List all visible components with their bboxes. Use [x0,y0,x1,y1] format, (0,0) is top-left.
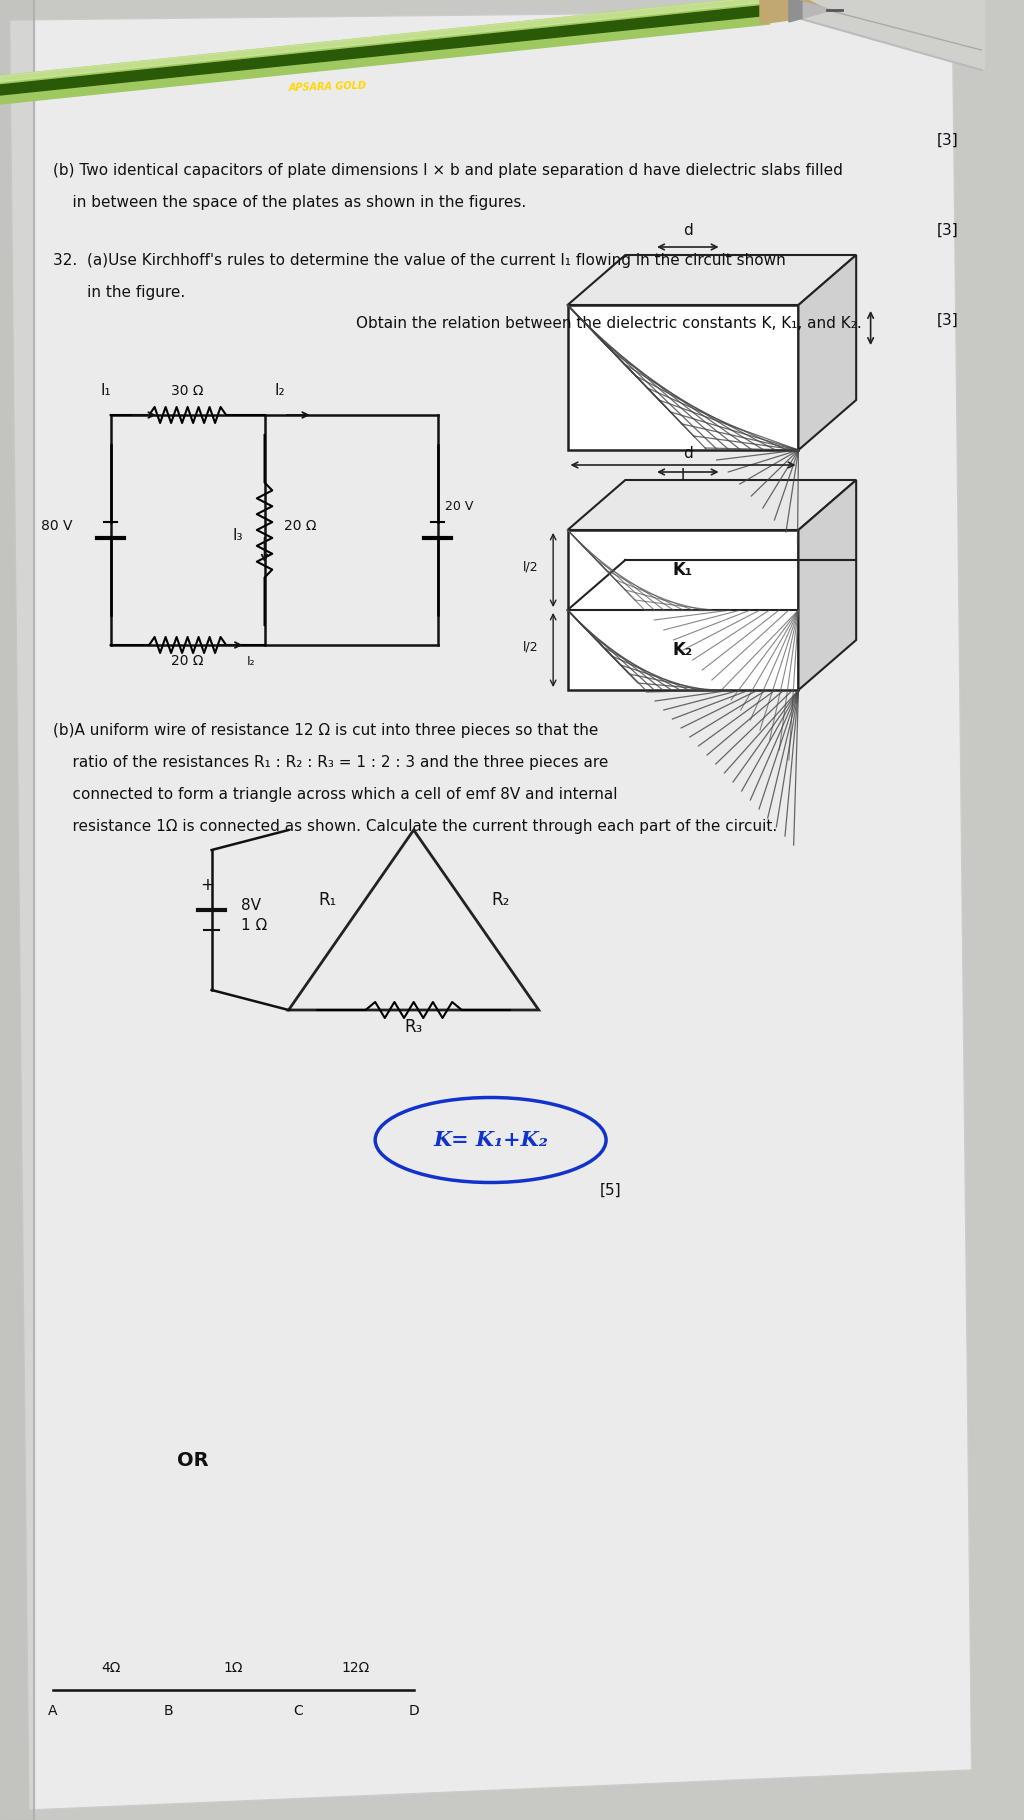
Polygon shape [567,530,799,690]
Text: in between the space of the plates as shown in the figures.: in between the space of the plates as sh… [53,195,526,209]
Text: 4Ω: 4Ω [101,1662,120,1674]
Text: connected to form a triangle across which a cell of emf 8V and internal: connected to form a triangle across whic… [53,786,617,801]
Text: [3]: [3] [937,222,958,237]
Polygon shape [770,0,985,69]
Text: l/2: l/2 [523,641,539,653]
Text: I₃: I₃ [232,528,244,542]
Text: 1 Ω: 1 Ω [241,917,267,934]
Polygon shape [760,0,827,24]
Text: 8V: 8V [241,897,260,914]
Text: 1Ω: 1Ω [223,1662,243,1674]
Text: D: D [409,1704,419,1718]
Polygon shape [9,9,972,1811]
Text: I₁: I₁ [100,382,112,399]
Text: R₂: R₂ [492,892,509,908]
Polygon shape [799,255,856,450]
Text: (b)A uniform wire of resistance 12 Ω is cut into three pieces so that the: (b)A uniform wire of resistance 12 Ω is … [53,723,598,737]
Text: (b) Two identical capacitors of plate dimensions l × b and plate separation d ha: (b) Two identical capacitors of plate di… [53,162,843,178]
Text: I₂: I₂ [247,655,255,668]
Text: in the figure.: in the figure. [53,284,185,300]
Polygon shape [0,0,34,1820]
Polygon shape [0,0,770,104]
Polygon shape [0,0,770,82]
Text: APSARA GOLD: APSARA GOLD [289,80,367,93]
Text: 80 V: 80 V [41,519,72,533]
Polygon shape [803,2,833,18]
Text: R₃: R₃ [404,1017,423,1036]
Polygon shape [0,5,770,95]
Text: R₁: R₁ [318,892,336,908]
Polygon shape [567,255,856,306]
Text: 30 Ω: 30 Ω [171,384,204,399]
Text: A: A [48,1704,57,1718]
Text: ratio of the resistances R₁ : R₂ : R₃ = 1 : 2 : 3 and the three pieces are: ratio of the resistances R₁ : R₂ : R₃ = … [53,755,608,770]
Text: d: d [683,224,692,238]
Text: 32.  (a)Use Kirchhoff's rules to determine the value of the current I₁ flowing i: 32. (a)Use Kirchhoff's rules to determin… [53,253,785,268]
Text: 12Ω: 12Ω [342,1662,370,1674]
Polygon shape [788,0,803,22]
Text: l: l [681,468,685,482]
Text: C: C [293,1704,303,1718]
Polygon shape [567,480,856,530]
Text: 20 V: 20 V [445,501,474,513]
Text: resistance 1Ω is connected as shown. Calculate the current through each part of : resistance 1Ω is connected as shown. Cal… [53,819,777,834]
Text: +: + [200,875,214,894]
Polygon shape [567,306,799,450]
Text: K₂: K₂ [673,641,693,659]
Text: l/2: l/2 [523,561,539,573]
Text: K= K₁+K₂: K= K₁+K₂ [433,1130,548,1150]
Text: Obtain the relation between the dielectric constants K, K₁, and K₂.: Obtain the relation between the dielectr… [356,317,861,331]
Text: d: d [683,446,692,460]
Text: OR: OR [176,1451,208,1469]
Text: [5]: [5] [600,1183,622,1198]
Text: B: B [164,1704,173,1718]
Text: I₂: I₂ [274,382,285,399]
Text: [3]: [3] [937,313,958,328]
Polygon shape [799,480,856,690]
Text: K₁: K₁ [673,561,693,579]
Text: 20 Ω: 20 Ω [284,519,316,533]
Text: 20 Ω: 20 Ω [171,653,204,668]
Text: [3]: [3] [937,133,958,147]
